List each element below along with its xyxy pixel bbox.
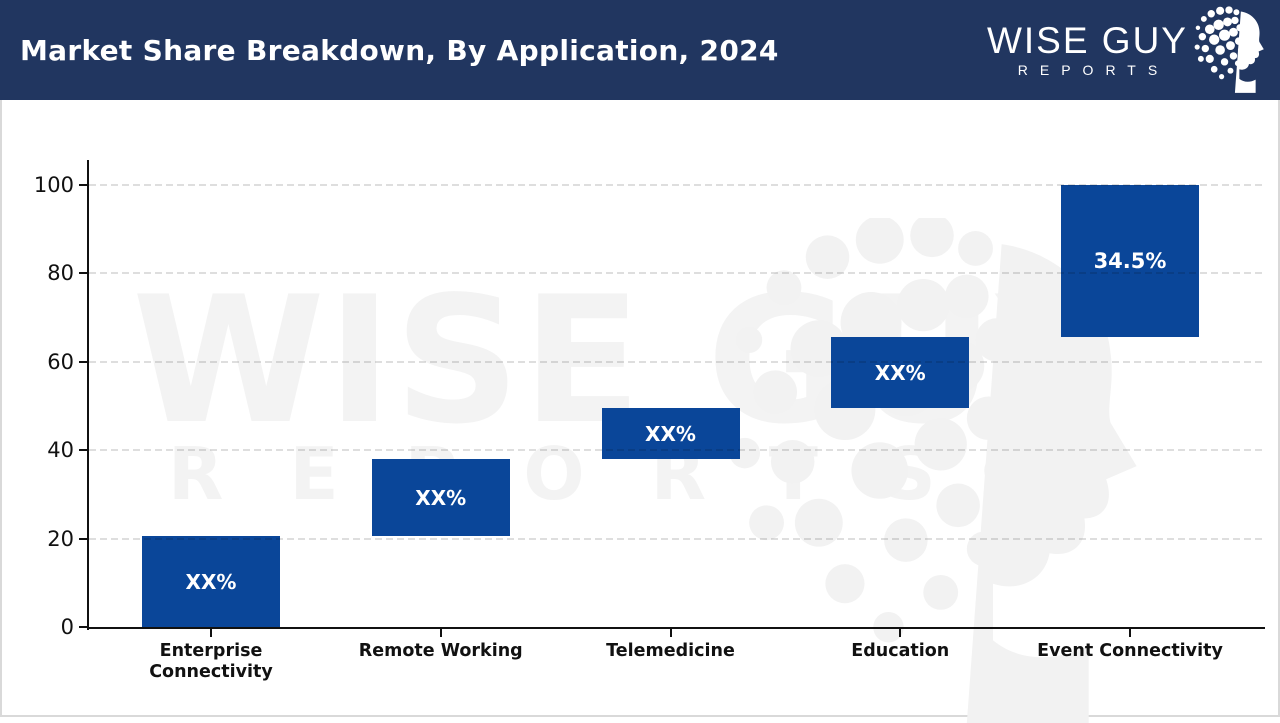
bar-value-label: XX% bbox=[185, 569, 237, 594]
brand-logo: WISE GUY REPORTS bbox=[987, 0, 1266, 100]
y-tick-label: 20 bbox=[47, 526, 74, 551]
x-tick-mark bbox=[439, 629, 442, 637]
chart-area: WISE GUY REPORTS 0 20 40 60 80 100 XX% XX% XX% XX… bbox=[0, 100, 1280, 720]
gridline-40 bbox=[89, 449, 1264, 452]
wise-guy-head-icon bbox=[1192, 6, 1266, 94]
x-axis-line bbox=[87, 627, 1265, 629]
y-tick-label: 0 bbox=[60, 615, 74, 639]
bar-value-label: 34.5% bbox=[1093, 249, 1167, 274]
bar: 34.5% bbox=[1061, 185, 1199, 338]
bar: XX% bbox=[142, 536, 280, 627]
y-tick-mark bbox=[79, 272, 88, 275]
bar: XX% bbox=[371, 459, 510, 537]
x-tick-mark bbox=[669, 629, 672, 637]
brand-subtitle: REPORTS bbox=[1017, 61, 1170, 78]
bar: XX% bbox=[601, 408, 740, 460]
y-tick-mark bbox=[79, 184, 88, 186]
y-tick-label: 40 bbox=[47, 438, 74, 463]
gridline-80 bbox=[89, 272, 1264, 275]
brand-name: WISE GUY bbox=[986, 19, 1188, 61]
x-tick-label: Enterprise Connectivity bbox=[149, 641, 273, 682]
y-tick-label: 80 bbox=[47, 261, 74, 286]
gridline-20 bbox=[89, 537, 1264, 540]
frame-border-left bbox=[0, 100, 2, 716]
x-tick-label: Event Connectivity bbox=[1037, 641, 1223, 661]
x-tick-label: Education bbox=[851, 641, 950, 661]
x-tick-label: Remote Working bbox=[358, 641, 523, 661]
x-tick-mark bbox=[1129, 629, 1131, 637]
y-tick-mark bbox=[79, 360, 88, 363]
header-bar: Market Share Breakdown, By Application, … bbox=[0, 0, 1280, 100]
y-tick-label: 60 bbox=[47, 349, 74, 374]
x-tick-mark bbox=[899, 629, 902, 637]
bar-value-label: XX% bbox=[415, 485, 467, 510]
y-tick-mark bbox=[79, 449, 88, 452]
brand-logo-text: WISE GUY REPORTS bbox=[986, 19, 1188, 79]
frame-border-right bbox=[1278, 100, 1280, 716]
frame-border-bottom bbox=[0, 715, 1280, 717]
y-tick-mark bbox=[79, 537, 88, 540]
bar: XX% bbox=[831, 337, 970, 409]
bar-value-label: XX% bbox=[874, 360, 926, 385]
x-tick-label: Telemedicine bbox=[606, 641, 735, 661]
y-axis-line bbox=[87, 160, 89, 630]
gridline-100 bbox=[89, 184, 1264, 186]
y-tick-label: 100 bbox=[33, 173, 74, 197]
chart-title: Market Share Breakdown, By Application, … bbox=[20, 33, 779, 67]
bar-value-label: XX% bbox=[645, 421, 696, 446]
gridline-60 bbox=[89, 360, 1264, 363]
y-tick-mark bbox=[79, 626, 88, 628]
x-tick-mark bbox=[210, 629, 212, 637]
